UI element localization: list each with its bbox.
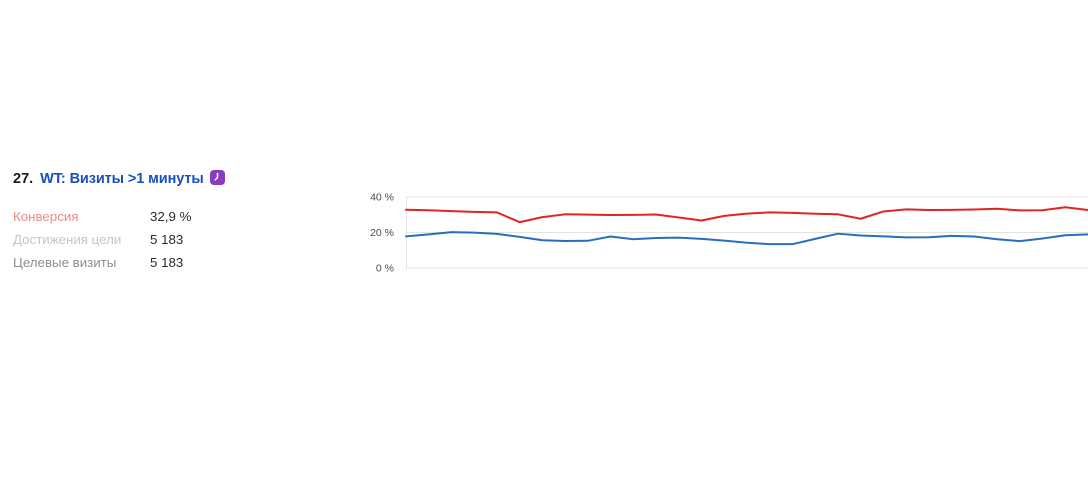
grid-lines <box>406 196 1088 269</box>
metric-value-target-visits: 5 183 <box>150 254 184 270</box>
y-axis-tick-label: 0 % <box>376 263 394 275</box>
goal-metrics-table: Конверсия 32,9 % Достижения цели 5 183 Ц… <box>13 205 245 274</box>
metric-value-goal-reaches: 5 183 <box>150 231 184 247</box>
table-row: Достижения цели 5 183 <box>13 228 245 251</box>
table-row: Целевые визиты 5 183 <box>13 251 245 274</box>
chart-line-conversion <box>405 206 1088 224</box>
y-axis-tick-label: 20 % <box>370 227 394 239</box>
clock-icon <box>209 170 225 185</box>
goal-summary-panel: 27. WT: Визиты >1 минуты Конверсия 32,9 … <box>13 168 353 274</box>
metric-label-goal-reaches: Достижения цели <box>13 231 122 247</box>
chart-line-target-visits <box>405 231 1088 246</box>
goal-index-number: 27. <box>13 171 34 187</box>
y-axis-tick-label: 40 % <box>370 191 394 203</box>
chart-series <box>405 206 1088 246</box>
table-row: Конверсия 32,9 % <box>13 205 245 228</box>
metric-label-target-visits: Целевые визиты <box>13 254 117 270</box>
metric-label-conversion: Конверсия <box>13 208 79 224</box>
goal-name-link[interactable]: WT: Визиты >1 минуты <box>40 171 204 187</box>
chart-canvas: 0 % 20 % 40 % <box>370 191 1088 275</box>
conversion-line-chart: 0 % 20 % 40 % <box>360 176 1088 276</box>
metric-value-conversion: 32,9 % <box>150 208 192 224</box>
goal-title: 27. WT: Визиты >1 минуты <box>13 168 353 187</box>
y-axis-tick-labels: 0 % 20 % 40 % <box>370 191 394 274</box>
